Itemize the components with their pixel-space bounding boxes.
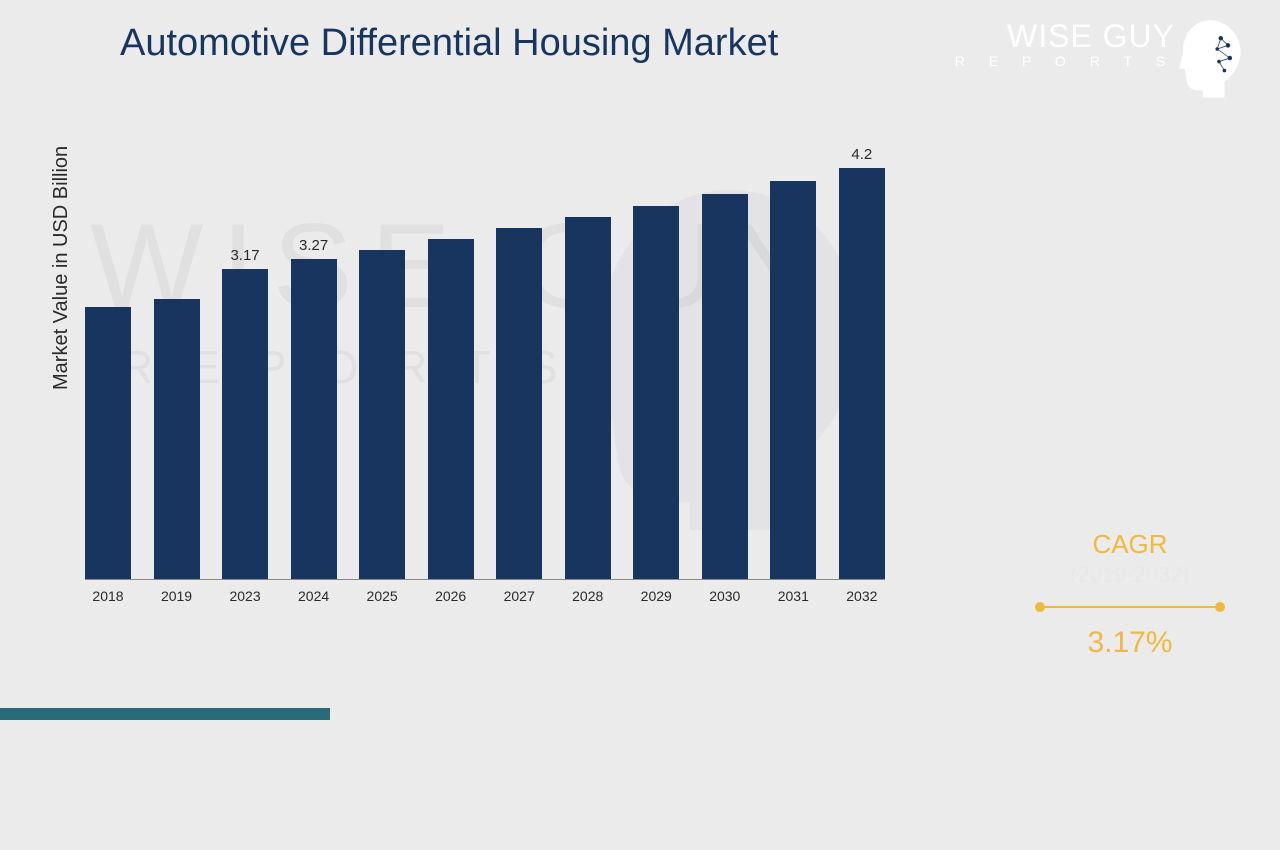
x-tick-label: 2023 [229,588,260,604]
cagr-block: CAGR (2019-2032) 3.17% [1040,529,1220,660]
x-tick-label: 2019 [161,588,192,604]
bar-wrapper: 2028 [565,217,611,579]
bar-wrapper: 2018 [85,307,131,579]
bar [359,250,405,580]
bar [222,269,268,579]
bar [291,259,337,579]
bar [702,194,748,579]
bar [154,299,200,579]
x-tick-label: 2032 [846,588,877,604]
x-tick-label: 2031 [778,588,809,604]
bar-wrapper: 2030 [702,194,748,579]
x-tick-label: 2027 [504,588,535,604]
x-tick-label: 2030 [709,588,740,604]
bars-container: 2018 2019 3.172023 3.272024 2025 2026 2027 2028… [85,140,885,580]
bar [85,307,131,579]
bar-wrapper: 2019 [154,299,200,579]
bar [496,228,542,579]
x-tick-label: 2018 [92,588,123,604]
bar-value-label: 3.27 [299,237,328,254]
logo-main-text: WISE GUY [955,18,1175,55]
bottom-accent-bar [0,708,330,720]
chart-title: Automotive Differential Housing Market [120,22,778,66]
bar [565,217,611,579]
bar-wrapper: 4.22032 [839,168,885,579]
cagr-title: CAGR [1040,529,1220,560]
bar-value-label: 4.2 [851,146,872,163]
bar-value-label: 3.17 [230,247,259,264]
bar-wrapper: 3.172023 [222,269,268,579]
x-tick-label: 2024 [298,588,329,604]
bar [839,168,885,579]
bar [633,206,679,580]
y-axis-label: Market Value in USD Billion [50,146,73,390]
logo: WISE GUY R E P O R T S [955,18,1255,69]
bar-wrapper: 3.272024 [291,259,337,579]
bar-wrapper: 2027 [496,228,542,579]
bar [770,181,816,579]
x-tick-label: 2028 [572,588,603,604]
bar-wrapper: 2031 [770,181,816,579]
cagr-divider [1040,606,1220,608]
cagr-value: 3.17% [1040,626,1220,660]
chart-area: 2018 2019 3.172023 3.272024 2025 2026 2027 2028… [85,140,885,580]
bar-wrapper: 2026 [428,239,474,579]
bar-wrapper: 2025 [359,250,405,580]
bar [428,239,474,579]
logo-head-icon [1165,13,1255,103]
cagr-range: (2019-2032) [1040,562,1220,588]
logo-sub-text: R E P O R T S [955,53,1175,69]
x-tick-label: 2026 [435,588,466,604]
x-tick-label: 2025 [367,588,398,604]
x-tick-label: 2029 [641,588,672,604]
bar-wrapper: 2029 [633,206,679,580]
